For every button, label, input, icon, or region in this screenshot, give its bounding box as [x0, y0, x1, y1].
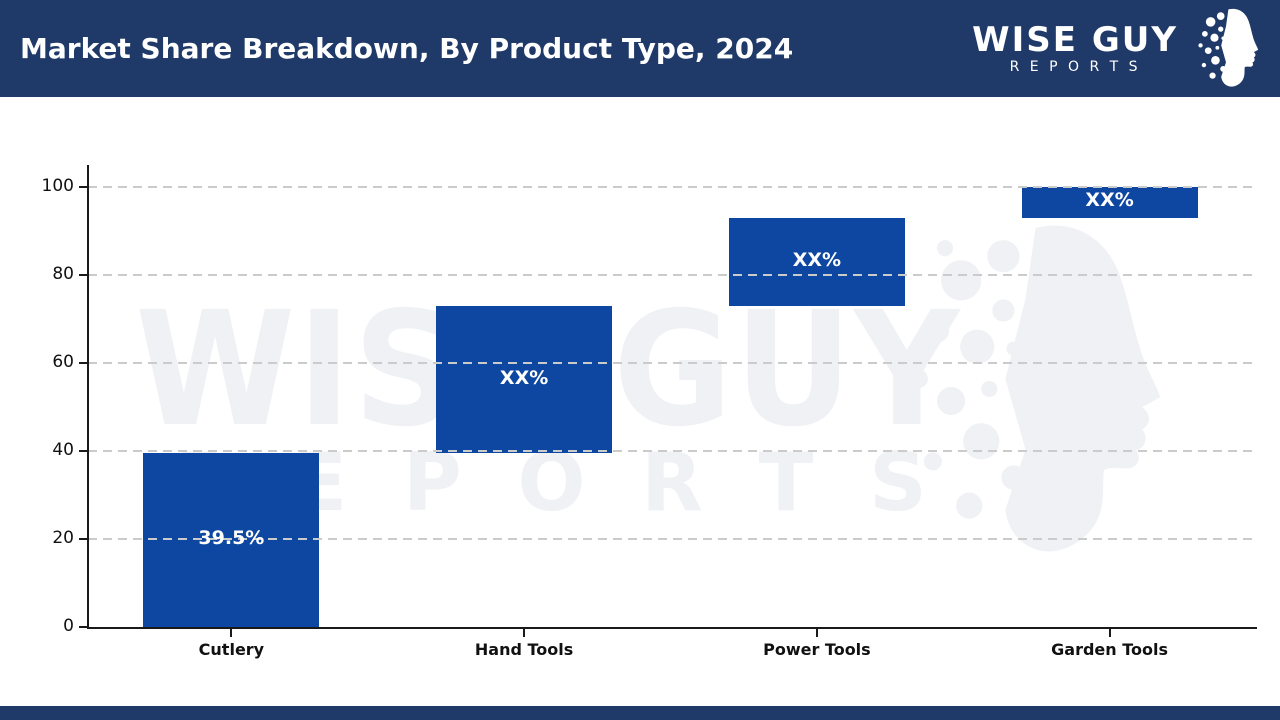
logo-subtext: R E P O R T S	[1009, 59, 1141, 76]
y-tick-label: 60	[52, 352, 74, 372]
header-bar: Market Share Breakdown, By Product Type,…	[0, 0, 1280, 97]
y-tick-mark	[79, 626, 87, 628]
y-axis	[87, 165, 89, 629]
y-tick-mark	[79, 274, 87, 276]
bar-value-label: XX%	[1085, 189, 1134, 212]
bar	[728, 217, 905, 306]
x-tick-label: Cutlery	[198, 640, 265, 659]
gridline	[88, 450, 1257, 452]
logo-head-icon	[1198, 8, 1259, 87]
bar-value-label: 39.5%	[198, 527, 265, 550]
x-axis	[87, 627, 1257, 629]
bar	[143, 453, 320, 627]
bar	[1021, 187, 1198, 218]
y-tick-mark	[79, 362, 87, 364]
y-tick-label: 80	[52, 264, 74, 284]
x-tick-label: Garden Tools	[1051, 640, 1169, 659]
y-tick-mark	[79, 186, 87, 188]
logo-wordmark-text: WISE GUY	[972, 19, 1178, 60]
gridline	[88, 362, 1257, 364]
x-tick-mark	[1108, 629, 1111, 637]
footer-bar	[0, 706, 1280, 720]
gridline	[88, 186, 1257, 188]
bar-value-label: XX%	[499, 366, 549, 389]
page-title: Market Share Breakdown, By Product Type,…	[20, 32, 794, 65]
y-tick-label: 20	[52, 528, 74, 548]
y-tick-label: 40	[52, 440, 74, 460]
logo-wordmark: WISE GUY R E P O R T S	[972, 19, 1178, 76]
x-tick-label: Hand Tools	[474, 640, 574, 659]
x-tick-label: Power Tools	[763, 640, 871, 659]
x-tick-mark	[523, 629, 526, 637]
y-tick-label: 0	[63, 616, 74, 636]
gridline	[88, 538, 1257, 540]
y-tick-mark	[79, 450, 87, 452]
brand-logo: WISE GUY R E P O R T S	[972, 6, 1272, 92]
bar-value-label: XX%	[792, 248, 842, 271]
gridline	[88, 274, 1257, 276]
watermark-head-icon	[909, 225, 1161, 552]
x-tick-mark	[230, 629, 233, 637]
bar	[436, 305, 613, 454]
x-tick-mark	[815, 629, 818, 637]
y-tick-mark	[79, 538, 87, 540]
y-tick-label: 100	[41, 176, 74, 196]
